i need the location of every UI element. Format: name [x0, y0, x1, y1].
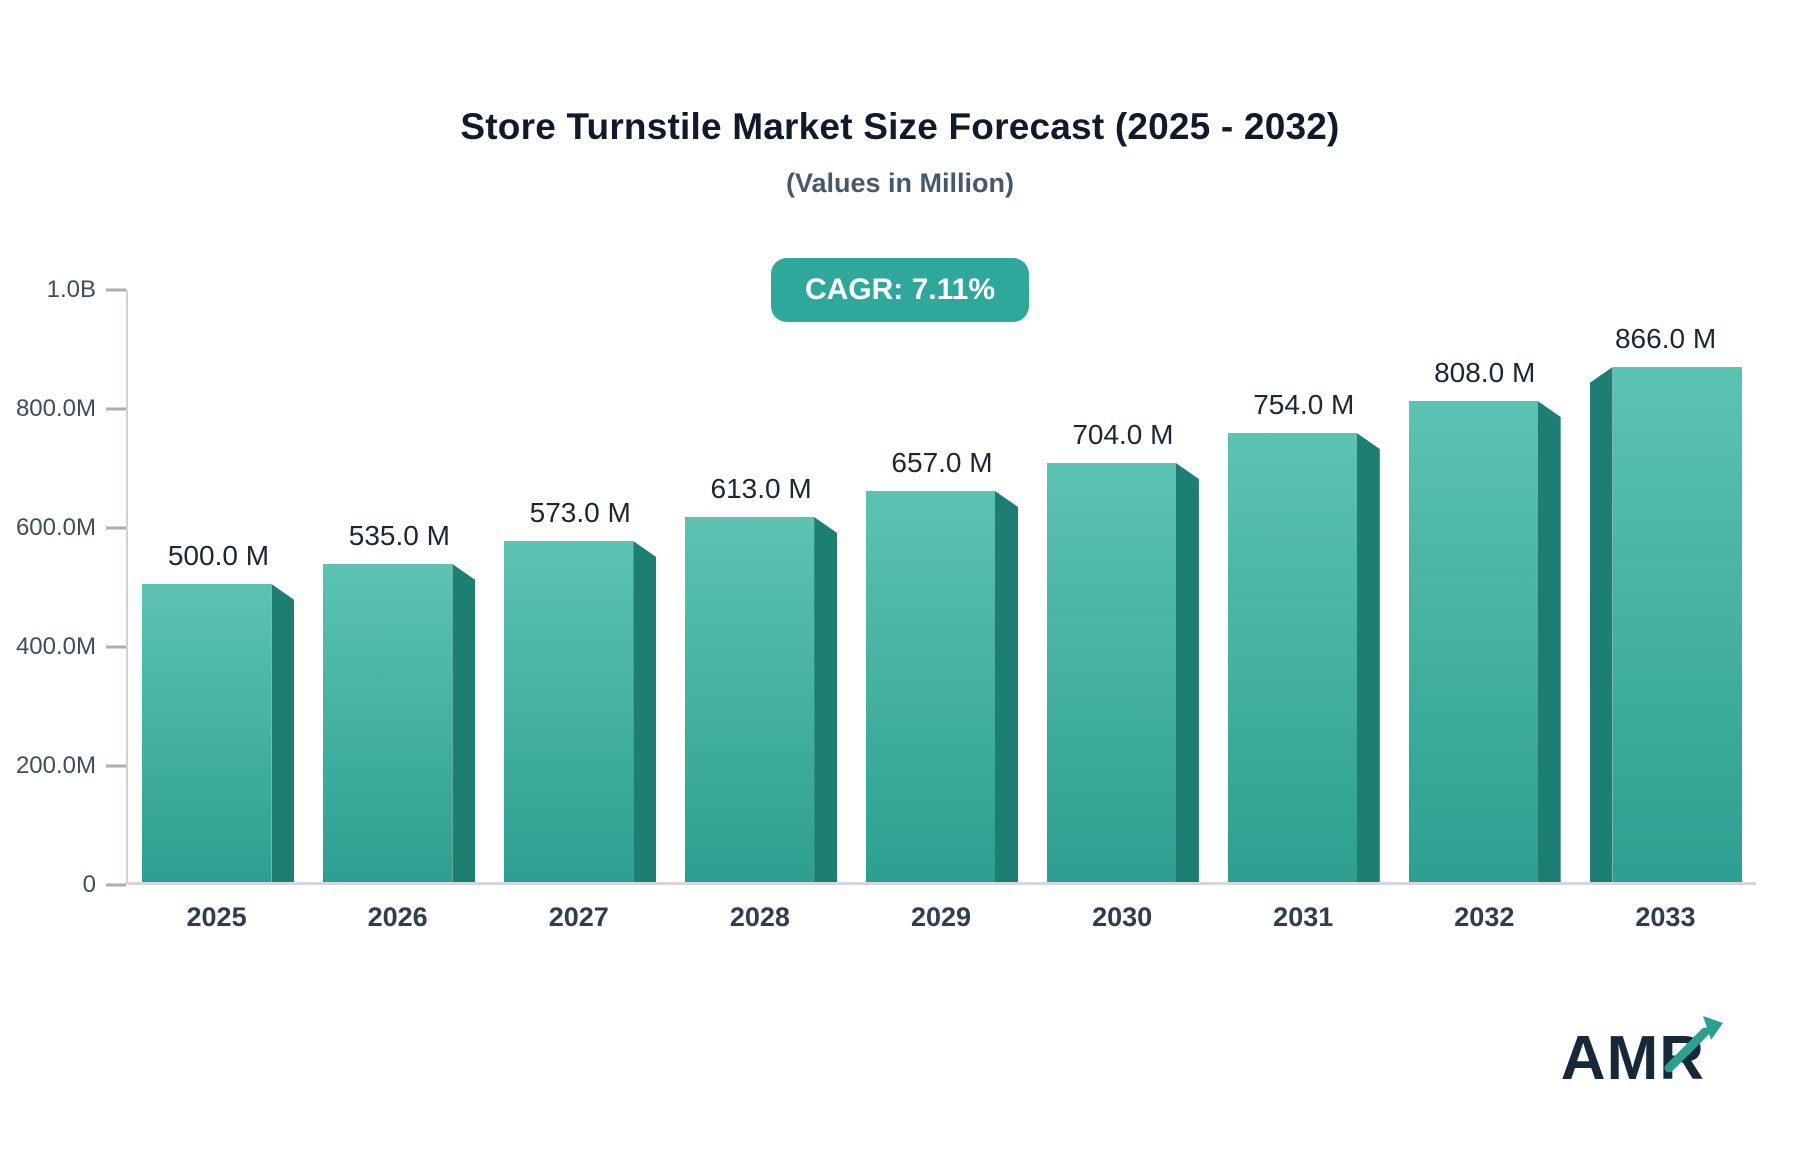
y-axis-tick: [106, 288, 126, 292]
bar-2026: [323, 564, 476, 882]
y-axis-tick: [106, 407, 126, 411]
bar-value-label: 535.0 M: [348, 520, 450, 551]
bar-series: 500.0 M 535.0 M 573.0 M 613.0 M 657.0 M 704.0…: [128, 290, 1756, 882]
bar-group-2031: 754.0 M: [1213, 290, 1394, 882]
bar-front-face: [504, 541, 634, 882]
bar-side-shade: [452, 564, 476, 882]
bar-front-face: [142, 584, 272, 882]
bar-front-face: [1046, 463, 1176, 882]
bar-side-shade: [995, 491, 1018, 882]
bar-2031: [1227, 433, 1380, 882]
bar-value-label: 754.0 M: [1253, 389, 1355, 420]
bar-side-shade: [1175, 463, 1199, 882]
x-axis-label-2033: 2033: [1635, 902, 1696, 932]
bar-group-2026: 535.0 M: [309, 290, 490, 882]
amr-logo: AMR: [1561, 1016, 1723, 1090]
bar-side-shade: [271, 584, 295, 882]
bar-group-2030: 704.0 M: [1032, 290, 1213, 882]
bar-front-face: [685, 517, 815, 882]
bar-2033: [1589, 367, 1742, 882]
y-axis-label: 600.0M: [15, 514, 96, 541]
bar-value-label: 573.0 M: [529, 497, 631, 528]
bar-group-2029: 657.0 M: [852, 290, 1033, 882]
bar-side-shade: [633, 541, 657, 882]
y-axis-tick: [106, 526, 126, 530]
bar-value-label: 613.0 M: [710, 473, 812, 504]
bar-group-2033: 866.0 M: [1575, 290, 1756, 882]
bar-group-2032: 808.0 M: [1394, 290, 1575, 882]
y-axis-tick: [106, 883, 126, 887]
bar-2025: [142, 584, 295, 882]
x-axis-label-2030: 2030: [1092, 902, 1153, 932]
x-axis-label-2026: 2026: [367, 902, 428, 932]
bar-side-shade: [1356, 433, 1380, 882]
bar-front-face: [866, 491, 995, 882]
bar-2028: [685, 517, 838, 882]
bar-value-label: 704.0 M: [1072, 419, 1174, 450]
bar-value-label: 866.0 M: [1614, 323, 1717, 354]
x-axis-label-2027: 2027: [548, 902, 609, 932]
bar-value-label: 808.0 M: [1434, 357, 1536, 388]
bar-value-label: 500.0 M: [167, 540, 270, 571]
x-axis: 2025 2026 2027 2028 2029 2030 2031 2032 2033: [126, 902, 1756, 933]
x-axis-label-2029: 2029: [910, 902, 972, 932]
bar-group-2025: 500.0 M: [128, 290, 309, 882]
bar-front-face: [1227, 433, 1357, 882]
bar-front-face: [1612, 367, 1742, 882]
bar-2030: [1046, 463, 1199, 882]
x-axis-label-2032: 2032: [1454, 902, 1515, 932]
y-axis-label: 200.0M: [15, 752, 96, 779]
y-axis-label: 0: [82, 871, 96, 898]
chart-title: Store Turnstile Market Size Forecast (20…: [460, 106, 1340, 147]
bar-side-shade: [814, 517, 838, 882]
y-axis-label: 400.0M: [15, 633, 96, 660]
y-axis-label: 1.0B: [46, 276, 96, 303]
bar-front-face: [1408, 401, 1538, 882]
bar-2032: [1408, 401, 1561, 882]
bar-2029: [866, 491, 1018, 882]
bar-2027: [504, 541, 657, 882]
bar-group-2027: 573.0 M: [490, 290, 671, 882]
bar-group-2028: 613.0 M: [671, 290, 852, 882]
y-axis-tick: [106, 645, 126, 649]
bar-side-shade: [1537, 401, 1561, 882]
x-axis-label-2031: 2031: [1273, 902, 1334, 932]
x-axis-label-2025: 2025: [186, 902, 247, 932]
bar-front-face: [323, 564, 453, 882]
chart-subtitle: (Values in Million): [785, 168, 1015, 198]
bar-value-label: 657.0 M: [891, 447, 993, 478]
amr-logo-arrow-icon: [1664, 1016, 1723, 1073]
bar-side-shade: [1589, 367, 1613, 882]
y-axis-label: 800.0M: [15, 395, 96, 422]
cagr-badge: CAGR: 7.11%: [770, 258, 1030, 322]
x-axis-label-2028: 2028: [729, 902, 790, 932]
plot-area: 500.0 M 535.0 M 573.0 M 613.0 M 657.0 M 704.0…: [126, 290, 1756, 885]
y-axis-tick: [106, 764, 126, 768]
